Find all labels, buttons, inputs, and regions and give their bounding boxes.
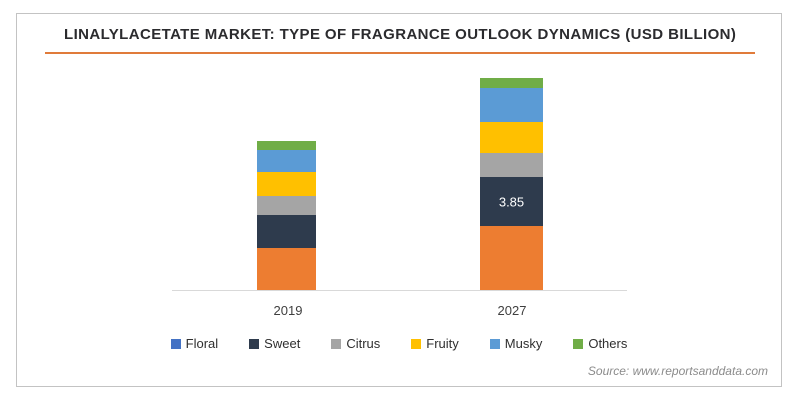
legend-label-citrus: Citrus bbox=[346, 336, 381, 351]
bar-segment-2019-sweet bbox=[257, 215, 316, 248]
title-underline bbox=[45, 52, 755, 54]
legend-item-floral: Floral bbox=[170, 336, 219, 351]
bar-2019 bbox=[257, 141, 316, 290]
legend-swatch-sweet bbox=[249, 338, 260, 349]
legend-label-fruity: Fruity bbox=[426, 336, 459, 351]
legend-label-musky: Musky bbox=[504, 336, 543, 351]
legend-swatch-others bbox=[573, 338, 584, 349]
legend: Floral Sweet Citrus Fruity Musky Others bbox=[16, 336, 782, 351]
bar-segment-2019-musky bbox=[257, 150, 316, 172]
bar-2027: 3.85 bbox=[480, 78, 543, 290]
legend-label-sweet: Sweet bbox=[264, 336, 301, 351]
legend-label-others: Others bbox=[588, 336, 628, 351]
bar-segment-2019-fruity bbox=[257, 172, 316, 196]
bar-segment-2027-sweet: 3.85 bbox=[480, 177, 543, 226]
chart-title: LINALYLACETATE MARKET: TYPE OF FRAGRANCE… bbox=[64, 26, 737, 43]
bar-segment-2019-others bbox=[257, 141, 316, 150]
legend-swatch-floral bbox=[170, 338, 181, 349]
bar-segment-2027-citrus bbox=[480, 153, 543, 177]
bar-segment-2019-floral bbox=[257, 248, 316, 290]
legend-item-fruity: Fruity bbox=[411, 336, 459, 351]
bar-segment-2027-musky bbox=[480, 88, 543, 122]
x-axis-baseline bbox=[172, 290, 627, 291]
x-tick-2027: 2027 bbox=[497, 303, 527, 318]
legend-item-sweet: Sweet bbox=[249, 336, 300, 351]
legend-label-floral: Floral bbox=[185, 336, 219, 351]
legend-item-musky: Musky bbox=[489, 336, 543, 351]
legend-swatch-citrus bbox=[331, 338, 342, 349]
bar-segment-2019-citrus bbox=[257, 196, 316, 215]
bar-segment-2027-others bbox=[480, 78, 543, 88]
source-attribution: Source: www.reportsanddata.com bbox=[587, 364, 768, 378]
legend-swatch-fruity bbox=[411, 338, 422, 349]
data-label-2027-sweet: 3.85 bbox=[498, 194, 525, 209]
legend-item-citrus: Citrus bbox=[331, 336, 380, 351]
x-tick-2019: 2019 bbox=[273, 303, 303, 318]
legend-swatch-musky bbox=[489, 338, 500, 349]
bar-segment-2027-floral bbox=[480, 226, 543, 290]
card-border bbox=[16, 13, 782, 387]
bar-segment-2027-fruity bbox=[480, 122, 543, 153]
legend-item-others: Others bbox=[573, 336, 627, 351]
